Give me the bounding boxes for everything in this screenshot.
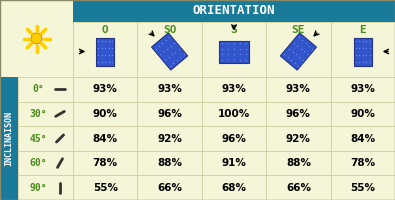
Text: 92%: 92% [157,134,182,144]
Bar [331,102,395,126]
Text: O: O [102,25,109,35]
Bar [73,102,137,126]
Text: 78%: 78% [350,158,375,168]
Bar [0,77,18,200]
Circle shape [31,33,42,44]
Bar [73,0,395,22]
Text: 91%: 91% [222,158,246,168]
Text: 45°: 45° [29,134,47,144]
Bar [0,0,73,77]
Bar [202,77,266,102]
Bar [202,22,266,77]
Polygon shape [280,33,316,70]
Bar [331,151,395,175]
Bar [137,77,202,102]
Bar [137,126,202,151]
Bar [73,77,137,102]
Bar [202,126,266,151]
Text: 55%: 55% [350,183,375,193]
Text: 68%: 68% [222,183,246,193]
Text: 90%: 90% [93,109,118,119]
Text: 90°: 90° [29,183,47,193]
Bar [266,151,331,175]
Bar [331,126,395,151]
Text: ORIENTATION: ORIENTATION [193,4,275,18]
Bar [331,77,395,102]
Text: 55%: 55% [93,183,118,193]
Text: S: S [231,25,237,35]
Bar [202,175,266,200]
Bar [137,151,202,175]
Text: 0°: 0° [32,84,44,94]
Text: E: E [359,25,366,35]
Bar [73,126,137,151]
Text: 30°: 30° [29,109,47,119]
Text: 96%: 96% [157,109,182,119]
Bar [18,175,73,200]
Polygon shape [354,38,372,66]
Text: 84%: 84% [350,134,375,144]
Text: 93%: 93% [222,84,246,94]
Text: 66%: 66% [286,183,311,193]
Bar [73,175,137,200]
Polygon shape [152,33,188,70]
Text: 88%: 88% [157,158,182,168]
Bar [18,151,73,175]
Text: 88%: 88% [286,158,311,168]
Bar [18,126,73,151]
Text: 96%: 96% [286,109,311,119]
Text: INCLINAISON: INCLINAISON [4,111,13,166]
Bar [18,77,73,102]
Polygon shape [96,38,114,66]
Text: 84%: 84% [93,134,118,144]
Bar [331,22,395,77]
Bar [73,151,137,175]
Text: 100%: 100% [218,109,250,119]
Text: 92%: 92% [286,134,311,144]
Text: 66%: 66% [157,183,182,193]
Text: 93%: 93% [350,84,375,94]
Bar [137,175,202,200]
Bar [202,102,266,126]
Text: 93%: 93% [286,84,311,94]
Text: SO: SO [163,25,176,35]
Bar [331,175,395,200]
Bar [266,102,331,126]
Text: 93%: 93% [93,84,118,94]
Bar [73,22,137,77]
Polygon shape [219,40,249,62]
Bar [266,175,331,200]
Bar [266,22,331,77]
Bar [18,102,73,126]
Bar [266,77,331,102]
Text: 78%: 78% [93,158,118,168]
Bar [202,151,266,175]
Text: SE: SE [292,25,305,35]
Bar [18,77,73,200]
Bar [266,126,331,151]
Text: 60°: 60° [29,158,47,168]
Text: 90%: 90% [350,109,375,119]
Bar [137,102,202,126]
Bar [137,22,202,77]
Text: 96%: 96% [222,134,246,144]
Text: 93%: 93% [157,84,182,94]
